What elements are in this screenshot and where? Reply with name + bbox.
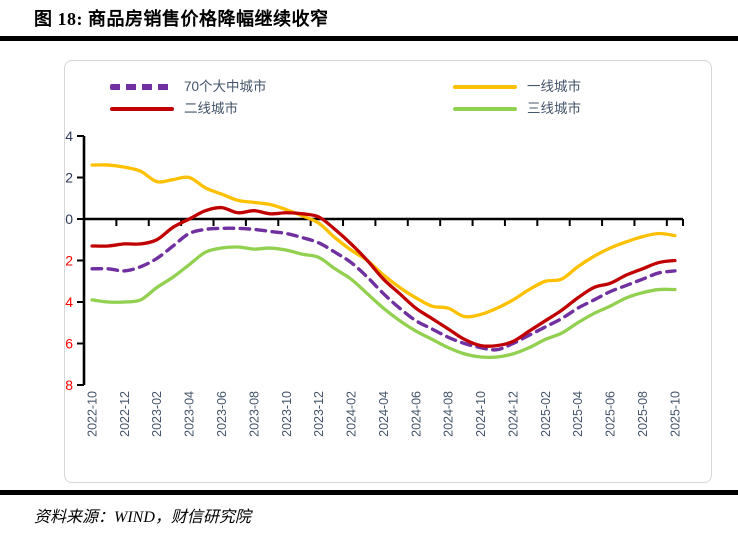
legend-item-tier3: 三线城市: [453, 101, 581, 117]
title-divider: [0, 36, 738, 41]
x-axis-tick-label: 2024-04: [377, 391, 391, 437]
series-line-2: [90, 205, 677, 348]
series-line-3: [90, 245, 677, 360]
y-axis-tick-label: 4: [65, 128, 73, 144]
y-axis-tick-label: -6: [65, 335, 73, 351]
x-axis-tick-label: 2023-06: [215, 391, 229, 437]
y-axis-tick-label: 0: [65, 211, 73, 227]
legend-swatch-tier2: [110, 106, 174, 112]
plot-svg: 4 2 0 -2 -4 -6 -8 2022-10 2022-12 2023-02 2023-04 2…: [65, 128, 684, 437]
series-line-1: [90, 163, 677, 319]
figure-title: 图 18: 商品房销售价格降幅继续收窄: [34, 9, 329, 29]
y-axis-tick-label: -8: [65, 377, 73, 393]
x-axis-tick-label: 2023-08: [247, 391, 261, 437]
x-axis-tick-label: 2024-08: [442, 391, 456, 437]
chart-container: 4 2 0 -2 -4 -6 -8 2022-10 2022-12 2023-02 2023-04 2…: [64, 60, 712, 483]
x-axis-tick-label: 2025-10: [668, 391, 682, 437]
series-line-0: [90, 226, 677, 352]
x-axis-tick-label: 2024-12: [506, 391, 520, 437]
x-axis-tick-label: 2023-04: [183, 391, 197, 437]
x-axis-tick-label: 2023-02: [150, 391, 164, 437]
legend-label-tier2: 二线城市: [184, 101, 238, 117]
x-axis-tick-label: 2024-06: [409, 391, 423, 437]
x-axis-tick-label: 2025-02: [539, 391, 553, 437]
x-axis-tick-label: 2023-12: [312, 391, 326, 437]
legend-swatch-tier1: [453, 84, 517, 90]
x-axis-tick-label: 2023-10: [280, 391, 294, 437]
legend-label-tier3: 三线城市: [527, 101, 581, 117]
y-axis-tick-label: -4: [65, 294, 73, 310]
legend-swatch-70-cities: [110, 84, 174, 90]
source-note: 资料来源：WIND，财信研究院: [34, 509, 251, 526]
x-axis-tick-label: 2025-08: [636, 391, 650, 437]
x-axis-tick-label: 2022-10: [85, 391, 99, 437]
x-axis-tick-label: 2025-04: [571, 391, 585, 437]
x-axis-tick-label: 2024-02: [345, 391, 359, 437]
x-axis-tick-label: 2025-06: [604, 391, 618, 437]
x-axis-tick-label: 2022-12: [118, 391, 132, 437]
y-axis-tick-label: 2: [65, 169, 73, 185]
legend-label-tier1: 一线城市: [527, 79, 581, 95]
legend-item-70-cities: 70个大中城市: [110, 79, 267, 95]
y-axis-tick-label: -2: [65, 252, 73, 268]
legend-swatch-tier3: [453, 106, 517, 112]
legend-item-tier2: 二线城市: [110, 101, 238, 117]
footer-divider: [0, 490, 738, 495]
x-axis-tick-label: 2024-10: [474, 391, 488, 437]
legend-label-70-cities: 70个大中城市: [184, 79, 267, 95]
legend-item-tier1: 一线城市: [453, 79, 581, 95]
